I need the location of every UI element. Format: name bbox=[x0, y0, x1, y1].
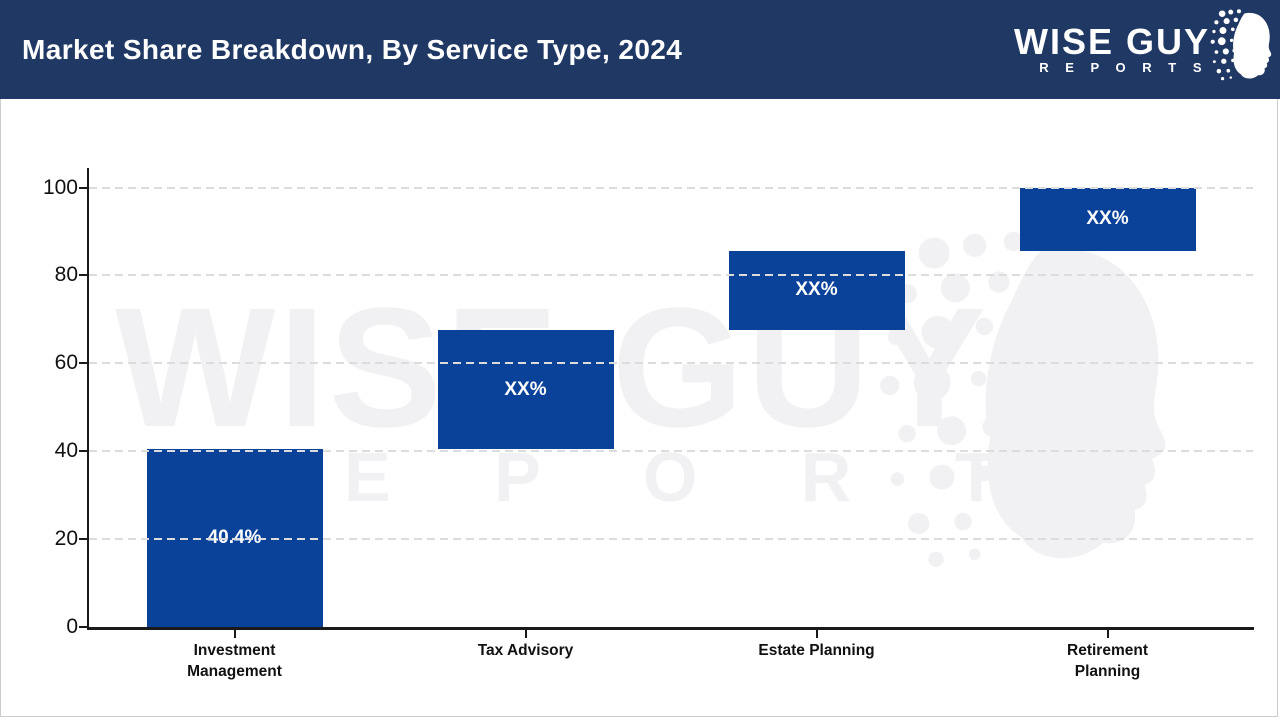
page-title: Market Share Breakdown, By Service Type,… bbox=[22, 33, 683, 65]
y-tick-mark bbox=[79, 274, 87, 277]
y-tick-label: 20 bbox=[54, 527, 78, 551]
gridline-y-40 bbox=[89, 450, 1253, 453]
bar-4: XX% bbox=[1019, 187, 1196, 251]
bar-2: XX% bbox=[437, 329, 614, 450]
logo-wordmark: WISE GUY bbox=[1013, 21, 1210, 62]
y-tick-label: 40 bbox=[54, 439, 78, 463]
gridline-y-20 bbox=[89, 538, 1253, 541]
gridline-y-60 bbox=[89, 362, 1253, 365]
gridline-y-100 bbox=[89, 186, 1253, 189]
y-axis-line bbox=[87, 168, 89, 629]
x-category-label: Tax Advisory bbox=[477, 642, 574, 659]
brand-logo: WISE GUY R E P O R T S bbox=[1004, 4, 1274, 96]
x-category-label: Investment Management bbox=[187, 642, 282, 680]
y-tick-label: 80 bbox=[54, 263, 78, 287]
bar-value-label: 40.4% bbox=[207, 527, 262, 549]
gridline-y-80 bbox=[89, 274, 1253, 277]
y-tick-mark bbox=[79, 450, 87, 453]
y-tick-label: 0 bbox=[66, 615, 78, 638]
bar-value-label: XX% bbox=[795, 279, 838, 301]
logo-face-icon bbox=[1208, 8, 1274, 92]
logo-subtext: R E P O R T S bbox=[1039, 60, 1208, 75]
bar-3: XX% bbox=[728, 250, 905, 330]
y-tick-mark bbox=[79, 538, 87, 541]
bar-value-label: XX% bbox=[1086, 208, 1129, 230]
y-tick-mark bbox=[79, 186, 87, 189]
y-tick-mark bbox=[79, 626, 87, 628]
x-tick-mark bbox=[1106, 630, 1109, 638]
y-tick-mark bbox=[79, 362, 87, 365]
header: Market Share Breakdown, By Service Type,… bbox=[0, 0, 1280, 99]
x-tick-mark bbox=[815, 630, 818, 638]
x-tick-mark bbox=[524, 630, 527, 638]
bar-value-label: XX% bbox=[504, 378, 547, 400]
y-tick-label: 100 bbox=[42, 175, 78, 199]
x-category-label: Retirement Planning bbox=[1067, 642, 1148, 680]
x-category-label: Estate Planning bbox=[758, 642, 875, 659]
x-tick-mark bbox=[233, 630, 236, 638]
y-tick-label: 60 bbox=[54, 351, 78, 375]
x-axis-line bbox=[87, 627, 1254, 630]
